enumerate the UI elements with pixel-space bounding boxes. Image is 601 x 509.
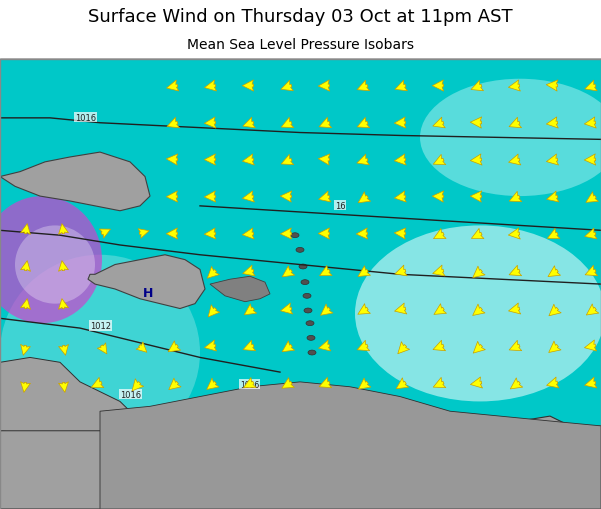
- Ellipse shape: [355, 226, 601, 402]
- Polygon shape: [100, 382, 601, 509]
- Ellipse shape: [296, 248, 304, 253]
- Text: Surface Wind on Thursday 03 Oct at 11pm AST: Surface Wind on Thursday 03 Oct at 11pm …: [88, 8, 513, 26]
- Ellipse shape: [299, 265, 307, 269]
- Ellipse shape: [303, 294, 311, 299]
- Ellipse shape: [0, 196, 102, 324]
- Polygon shape: [0, 358, 180, 431]
- Text: 1016: 1016: [240, 380, 259, 389]
- Text: Mean Sea Level Pressure Isobars: Mean Sea Level Pressure Isobars: [187, 38, 414, 52]
- Ellipse shape: [420, 79, 601, 196]
- Text: H: H: [143, 286, 153, 299]
- Polygon shape: [0, 153, 150, 211]
- Polygon shape: [88, 255, 205, 309]
- Ellipse shape: [307, 336, 315, 341]
- Polygon shape: [0, 397, 601, 509]
- Ellipse shape: [304, 308, 312, 314]
- Text: 16: 16: [335, 202, 346, 210]
- Text: 1016: 1016: [75, 114, 96, 123]
- Ellipse shape: [15, 226, 95, 304]
- Text: 1016: 1016: [120, 390, 141, 399]
- Ellipse shape: [301, 280, 309, 285]
- Ellipse shape: [308, 350, 316, 355]
- Ellipse shape: [0, 255, 200, 450]
- Polygon shape: [210, 277, 270, 302]
- Text: 1012: 1012: [90, 322, 111, 330]
- Ellipse shape: [291, 233, 299, 238]
- Ellipse shape: [306, 321, 314, 326]
